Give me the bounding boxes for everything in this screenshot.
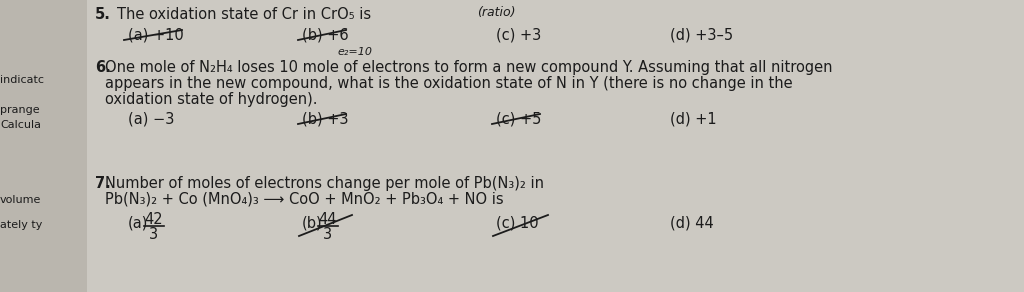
Text: 42: 42 — [144, 212, 163, 227]
Text: Pb(N₃)₂ + Co (MnO₄)₃ ⟶ CoO + MnO₂ + Pb₃O₄ + NO is: Pb(N₃)₂ + Co (MnO₄)₃ ⟶ CoO + MnO₂ + Pb₃O… — [105, 192, 504, 207]
Text: The oxidation state of Cr in CrO₅ is: The oxidation state of Cr in CrO₅ is — [117, 7, 371, 22]
Text: (d) +1: (d) +1 — [670, 112, 717, 127]
Text: Calcula: Calcula — [0, 120, 41, 130]
Text: 7.: 7. — [95, 176, 111, 191]
Text: 5.: 5. — [95, 7, 111, 22]
Text: volume: volume — [0, 195, 41, 205]
Text: One mole of N₂H₄ loses 10 mole of electrons to form a new compound Y. Assuming t: One mole of N₂H₄ loses 10 mole of electr… — [105, 60, 833, 75]
Bar — [0, 0, 87, 292]
Text: (ratio): (ratio) — [477, 6, 515, 19]
Text: ately tу: ately tу — [0, 220, 42, 230]
Text: e₂=10: e₂=10 — [337, 47, 372, 57]
Text: (a) −3: (a) −3 — [128, 112, 174, 127]
Text: Number of moles of electrons change per mole of Pb(N₃)₂ in: Number of moles of electrons change per … — [105, 176, 544, 191]
Text: 44: 44 — [318, 212, 337, 227]
Text: (c) +5: (c) +5 — [496, 112, 542, 127]
Text: рrange: рrange — [0, 105, 40, 115]
Text: 3: 3 — [324, 227, 333, 242]
Text: appears in the new compound, what is the oxidation state of N in Y (there is no : appears in the new compound, what is the… — [105, 76, 793, 91]
Text: (b) +6: (b) +6 — [302, 28, 348, 43]
Text: oxidation state of hydrogen).: oxidation state of hydrogen). — [105, 92, 317, 107]
Text: (d) 44: (d) 44 — [670, 216, 714, 231]
Text: (a) +10: (a) +10 — [128, 28, 183, 43]
Text: 6.: 6. — [95, 60, 111, 75]
Text: (d) +3–5: (d) +3–5 — [670, 28, 733, 43]
Text: (b) +3: (b) +3 — [302, 112, 348, 127]
Text: (c) 10: (c) 10 — [496, 216, 539, 231]
Text: (b): (b) — [302, 216, 323, 231]
Text: indicatс: indicatс — [0, 75, 44, 85]
Text: (a): (a) — [128, 216, 148, 231]
Text: (c) +3: (c) +3 — [496, 28, 542, 43]
Text: 3: 3 — [150, 227, 159, 242]
